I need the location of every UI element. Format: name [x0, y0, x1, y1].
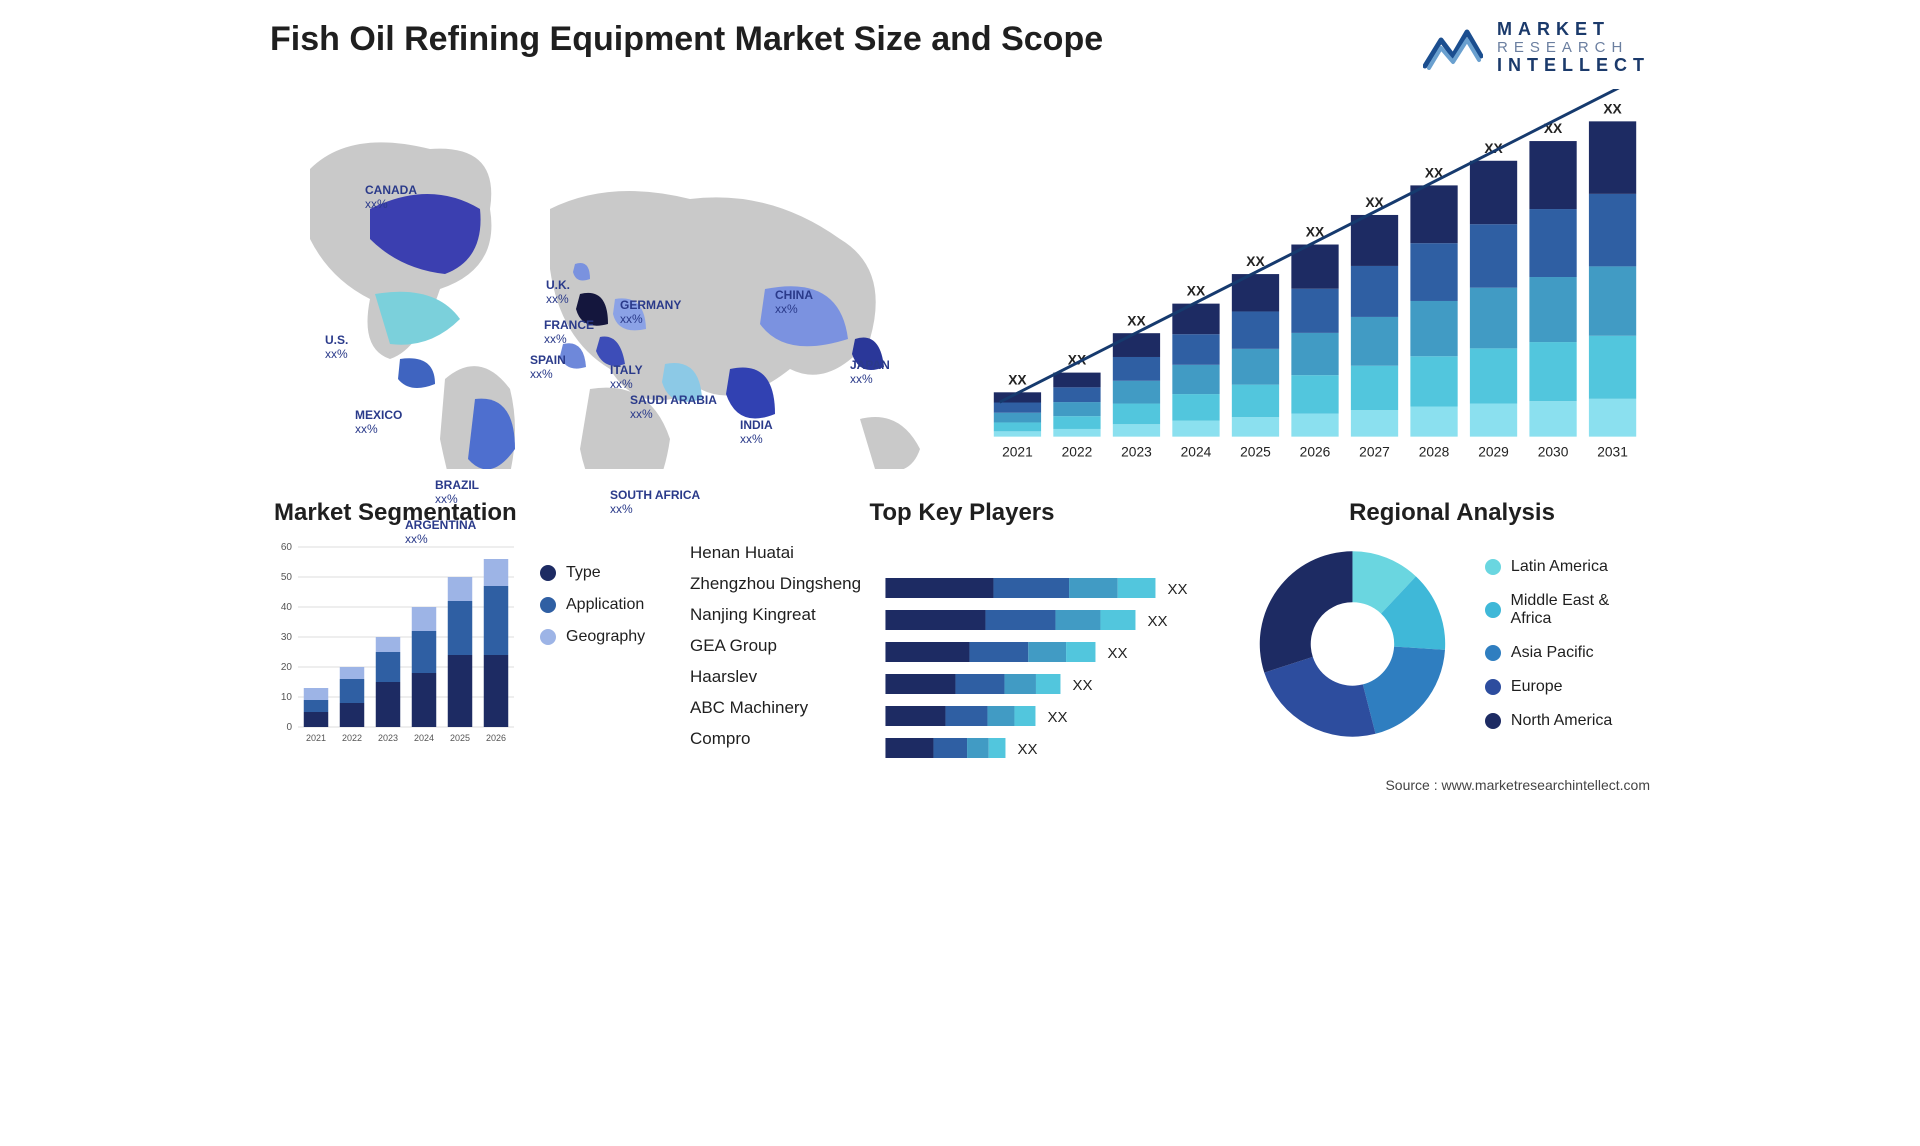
svg-text:2023: 2023	[378, 733, 398, 743]
player-name: Nanjing Kingreat	[690, 605, 861, 625]
svg-text:XX: XX	[1148, 613, 1168, 630]
row-top: CANADAxx%U.S.xx%MEXICOxx%BRAZILxx%ARGENT…	[270, 89, 1650, 469]
svg-text:20: 20	[281, 662, 293, 673]
map-label: FRANCExx%	[544, 319, 594, 347]
svg-text:2025: 2025	[450, 733, 470, 743]
svg-text:50: 50	[281, 572, 293, 583]
map-label: MEXICOxx%	[355, 409, 402, 437]
source-label: Source : www.marketresearchintellect.com	[270, 777, 1650, 793]
key-players-chart: XXXXXXXXXXXX	[871, 539, 1230, 769]
map-label: ARGENTINAxx%	[405, 519, 476, 547]
map-label: BRAZILxx%	[435, 479, 479, 507]
player-name: Zhengzhou Dingsheng	[690, 574, 861, 594]
page: Fish Oil Refining Equipment Market Size …	[240, 0, 1680, 823]
svg-text:2023: 2023	[1121, 444, 1152, 459]
legend-item: Asia Pacific	[1485, 644, 1650, 662]
svg-text:2026: 2026	[486, 733, 506, 743]
logo-text: MARKET RESEARCH INTELLECT	[1497, 20, 1650, 76]
svg-text:XX: XX	[1246, 254, 1265, 269]
svg-text:60: 60	[281, 542, 293, 553]
player-name: Haarslev	[690, 667, 861, 687]
segmentation-chart: 0 10 20 30 40 50 60 2021 2022 2023 2024 2025 2026	[270, 539, 520, 749]
row-bottom: Market Segmentation 01020304050602021202…	[270, 499, 1650, 769]
svg-text:2022: 2022	[1062, 444, 1093, 459]
svg-text:2026: 2026	[1300, 444, 1331, 459]
segmentation-legend: Type Application Geography	[540, 539, 645, 749]
key-players-title: Top Key Players	[694, 499, 1230, 527]
svg-text:10: 10	[281, 692, 293, 703]
key-players-names: Henan Huatai Zhengzhou Dingsheng Nanjing K…	[690, 539, 861, 769]
main-chart-svg: XX2021XX2022XX2023XX2024XX2025XX2026XX20…	[980, 89, 1650, 469]
legend-item: Type	[540, 564, 645, 582]
svg-text:XX: XX	[1168, 581, 1188, 598]
map-label: INDIAxx%	[740, 419, 773, 447]
svg-text:0: 0	[286, 722, 292, 733]
svg-text:30: 30	[281, 632, 293, 643]
player-name: Compro	[690, 729, 861, 749]
svg-text:XX: XX	[1603, 101, 1622, 116]
map-label: SPAINxx%	[530, 354, 566, 382]
legend-item: Latin America	[1485, 558, 1650, 576]
svg-text:2024: 2024	[1181, 444, 1212, 459]
legend-item: Geography	[540, 628, 645, 646]
header: Fish Oil Refining Equipment Market Size …	[270, 20, 1650, 79]
svg-text:2029: 2029	[1478, 444, 1509, 459]
map-label: U.S.xx%	[325, 334, 348, 362]
world-map: CANADAxx%U.S.xx%MEXICOxx%BRAZILxx%ARGENT…	[270, 89, 960, 469]
svg-text:2028: 2028	[1419, 444, 1450, 459]
legend-item: Application	[540, 596, 645, 614]
svg-text:XX: XX	[1127, 313, 1146, 328]
map-label: GERMANYxx%	[620, 299, 681, 327]
regional-title: Regional Analysis	[1254, 499, 1650, 527]
svg-text:XX: XX	[1048, 709, 1068, 726]
logo-icon	[1423, 26, 1483, 70]
player-name: Henan Huatai	[690, 543, 861, 563]
map-label: U.K.xx%	[546, 279, 570, 307]
map-label: CHINAxx%	[775, 289, 813, 317]
svg-text:2031: 2031	[1597, 444, 1628, 459]
svg-text:2022: 2022	[342, 733, 362, 743]
regional-donut	[1250, 539, 1455, 749]
map-label: CANADAxx%	[365, 184, 417, 212]
legend-item: Middle East & Africa	[1485, 592, 1650, 628]
page-title: Fish Oil Refining Equipment Market Size …	[270, 20, 1103, 59]
svg-text:XX: XX	[1018, 741, 1038, 758]
map-label: ITALYxx%	[610, 364, 643, 392]
map-label: JAPANxx%	[850, 359, 890, 387]
svg-text:2021: 2021	[1002, 444, 1033, 459]
svg-text:XX: XX	[1108, 645, 1128, 662]
svg-text:XX: XX	[1008, 372, 1027, 387]
svg-text:2024: 2024	[414, 733, 434, 743]
svg-text:XX: XX	[1187, 284, 1206, 299]
svg-text:2021: 2021	[306, 733, 326, 743]
main-bar-chart: XX2021XX2022XX2023XX2024XX2025XX2026XX20…	[980, 89, 1650, 469]
regional-legend: Latin America Middle East & Africa Asia Pa…	[1485, 558, 1650, 730]
player-name: ABC Machinery	[690, 698, 861, 718]
svg-text:2027: 2027	[1359, 444, 1390, 459]
legend-item: Europe	[1485, 678, 1650, 696]
key-players-panel: Top Key Players Henan Huatai Zhengzhou Di…	[690, 499, 1230, 769]
svg-text:40: 40	[281, 602, 293, 613]
player-name: GEA Group	[690, 636, 861, 656]
map-label: SOUTH AFRICAxx%	[610, 489, 700, 517]
legend-item: North America	[1485, 712, 1650, 730]
brand-logo: MARKET RESEARCH INTELLECT	[1423, 20, 1650, 76]
svg-text:2030: 2030	[1538, 444, 1569, 459]
regional-panel: Regional Analysis Latin America Middle Ea…	[1250, 499, 1650, 769]
svg-text:XX: XX	[1073, 677, 1093, 694]
map-label: SAUDI ARABIAxx%	[630, 394, 717, 422]
svg-text:2025: 2025	[1240, 444, 1271, 459]
